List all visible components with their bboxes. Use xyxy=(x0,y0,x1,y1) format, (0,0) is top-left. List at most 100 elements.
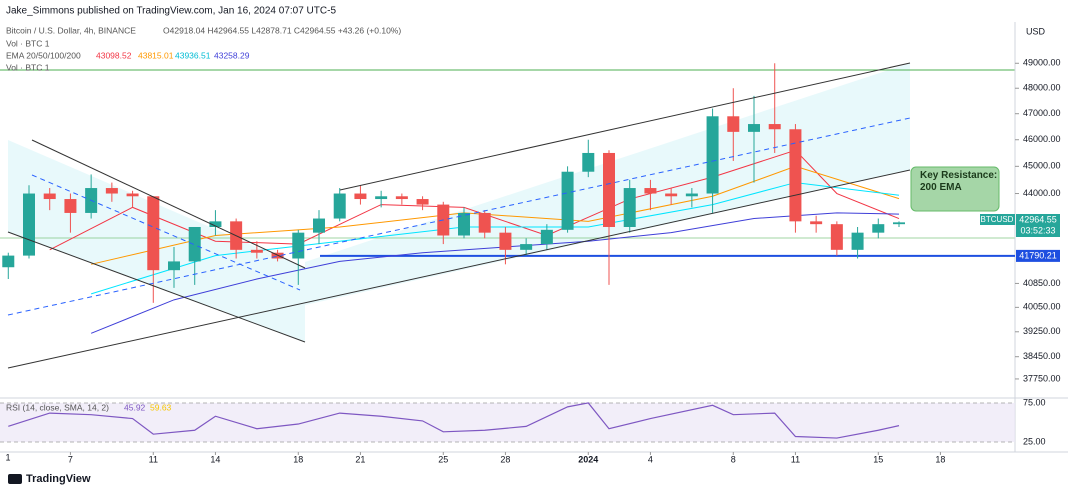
trend-line xyxy=(31,139,306,269)
candle-body xyxy=(748,124,760,132)
y-tick-label: 44000.00 xyxy=(1023,188,1061,198)
rsi-label: RSI (14, close, SMA, 14, 2) xyxy=(6,402,109,412)
candle-body xyxy=(292,232,305,259)
annotation-text: Key Resistance: 200 EMA xyxy=(920,170,998,193)
candle-body xyxy=(685,193,698,197)
ema-label: EMA 20/50/100/200 xyxy=(6,50,81,60)
currency: USD xyxy=(1026,26,1046,36)
candle-body xyxy=(168,261,180,271)
candle-body xyxy=(416,199,429,205)
ticker: BTCUSD xyxy=(981,215,1014,224)
ticker-tag xyxy=(980,214,1015,225)
y-tick-label: 46000.00 xyxy=(1023,134,1061,144)
volume-label: Vol · BTC 1 xyxy=(6,62,50,72)
candle-body xyxy=(354,193,367,200)
y-tick-label: 25.00 xyxy=(1023,436,1046,446)
ohlc: O42918.04 H42964.55 L42878.71 C42964.55 … xyxy=(163,25,401,35)
y-tick-label: 48000.00 xyxy=(1023,83,1061,93)
candle-body xyxy=(333,193,346,219)
x-tick-label: 14 xyxy=(210,454,220,464)
ema-value: 43258.29 xyxy=(214,50,250,60)
candle-body xyxy=(727,116,740,132)
y-tick-label: 40050.00 xyxy=(1023,302,1061,312)
x-tick-label: 18 xyxy=(935,454,945,464)
logo xyxy=(8,474,22,484)
ema-value: 43815.01 xyxy=(138,50,174,60)
support-tag xyxy=(1016,249,1060,262)
rsi-band xyxy=(0,402,1015,442)
candle-body xyxy=(665,193,678,197)
candle-body xyxy=(188,226,201,262)
x-tick-label: 11 xyxy=(791,454,800,464)
y-tick-label: 38450.00 xyxy=(1023,351,1061,361)
x-tick-label: 2024 xyxy=(578,454,598,464)
candle-body xyxy=(64,199,77,213)
volume-label: Vol · BTC 1 xyxy=(6,38,50,48)
candle-body xyxy=(478,212,491,233)
y-tick-label: 37750.00 xyxy=(1023,373,1061,383)
brand: TradingView xyxy=(26,473,91,485)
last-price: 42964.55 xyxy=(1019,214,1057,224)
candle-body xyxy=(250,249,263,253)
x-tick-label: 25 xyxy=(438,454,448,464)
x-tick-label: 7 xyxy=(68,454,73,464)
candle-body xyxy=(582,152,595,172)
rsi-value: 45.92 xyxy=(124,402,146,412)
x-tick-label: 15 xyxy=(873,454,883,464)
trend-line xyxy=(339,62,911,191)
candle-body xyxy=(706,116,719,194)
x-tick-label: 18 xyxy=(293,454,303,464)
candle-body xyxy=(810,221,823,225)
y-tick-label: 39250.00 xyxy=(1023,326,1061,336)
ema-value: 43936.51 xyxy=(175,50,211,60)
candle-body xyxy=(623,188,636,227)
candle-body xyxy=(126,193,139,197)
candle-body xyxy=(499,232,512,250)
rsi-sma-value: 59.63 xyxy=(150,402,172,412)
candle-body xyxy=(520,244,533,250)
candle-body xyxy=(395,196,408,200)
candle-body xyxy=(789,129,802,222)
rsi-line xyxy=(8,402,900,439)
symbol: Bitcoin / U.S. Dollar, 4h, BINANCE xyxy=(6,25,136,35)
candle-body xyxy=(540,229,553,245)
annotation-box xyxy=(910,166,1000,212)
y-tick-label: 75.00 xyxy=(1023,397,1046,407)
candle-body xyxy=(561,171,574,230)
support-label: 41790.21 xyxy=(1019,250,1057,260)
x-tick-label: 1 xyxy=(5,452,10,462)
candle-body xyxy=(375,196,388,200)
candle-body xyxy=(830,224,843,250)
candle-body xyxy=(603,152,615,227)
y-tick-label: 40850.00 xyxy=(1023,278,1061,288)
candle-body xyxy=(458,212,470,236)
candle-body xyxy=(43,193,56,200)
candle-body xyxy=(313,218,325,233)
candle-body xyxy=(644,188,657,194)
candle-body xyxy=(105,188,118,194)
countdown: 03:52:33 xyxy=(1020,225,1055,235)
trend-line xyxy=(7,231,306,343)
candle-body xyxy=(768,124,781,130)
x-tick-label: 11 xyxy=(149,454,158,464)
x-tick-label: 4 xyxy=(648,454,653,464)
trend-line xyxy=(7,169,911,369)
plot xyxy=(0,63,1015,443)
price-tag xyxy=(1016,214,1060,237)
candle-body xyxy=(851,232,864,250)
candle-body xyxy=(147,196,160,271)
x-tick-label: 28 xyxy=(500,454,510,464)
y-tick-label: 49000.00 xyxy=(1023,58,1061,68)
candle-body xyxy=(209,221,222,227)
y-tick-label: 47000.00 xyxy=(1023,108,1061,118)
ema-value: 43098.52 xyxy=(96,50,132,60)
trend-line xyxy=(7,117,911,316)
ema-line xyxy=(49,149,900,251)
annotation: Key Resistance: 200 EMA xyxy=(920,170,998,193)
trend-line xyxy=(31,174,301,291)
candle-body xyxy=(2,255,15,268)
candle-body xyxy=(893,222,905,225)
candle-body xyxy=(23,193,35,256)
candle-body xyxy=(872,224,885,233)
